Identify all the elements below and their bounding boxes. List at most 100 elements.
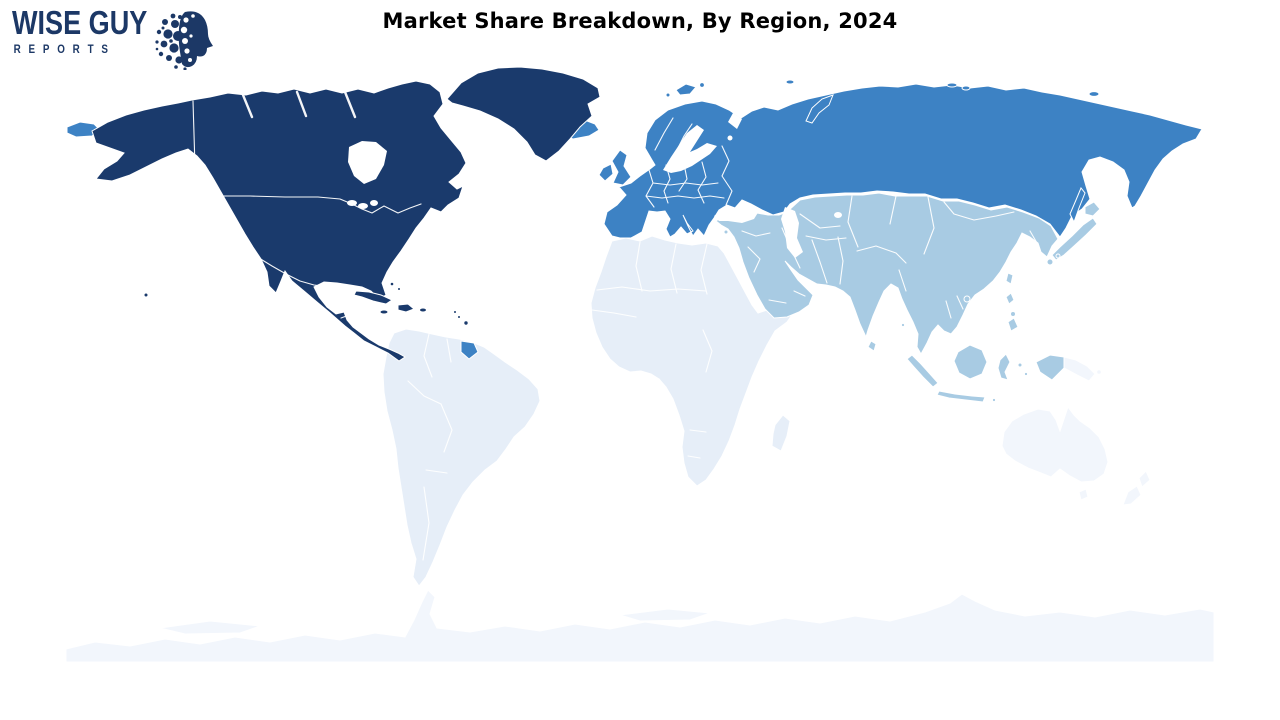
jamaica [379, 309, 389, 315]
border-egypt-sudan [700, 243, 708, 295]
border-afghanistan [811, 239, 828, 284]
border-alaska-canada [192, 100, 196, 168]
sumatra [906, 354, 939, 388]
arctic-channel-3 [343, 90, 357, 119]
hainan [963, 295, 971, 303]
japan-kyushu [1046, 258, 1054, 266]
borders-europe-1 [645, 169, 655, 208]
borders-europe-3 [678, 163, 688, 192]
wrangel-island [1088, 91, 1100, 97]
logo-wordmark: WISE GUY [12, 4, 148, 41]
ireland [598, 163, 614, 182]
border-sweden-finland [675, 123, 693, 153]
border-us-mexico [258, 257, 331, 288]
svalbard-islet-2 [665, 92, 671, 98]
new-zealand-south [1122, 485, 1142, 506]
logo-subtext: REPORTS [13, 41, 116, 56]
lesser-antilles-1 [453, 310, 457, 314]
sea-overlays [347, 113, 842, 258]
trinidad [463, 320, 469, 326]
lake-ladoga [727, 135, 733, 141]
region-oceania [1001, 356, 1151, 506]
border-iran-east [781, 227, 801, 269]
sakhalin [1069, 187, 1086, 224]
border-libya-egypt [670, 243, 678, 294]
borders-europe-6 [645, 195, 725, 199]
lombok-islands [991, 397, 997, 403]
border-algeria-libya [635, 241, 643, 292]
new-siberian-islands-2 [961, 85, 971, 91]
sulawesi [997, 353, 1011, 381]
new-guinea-west [1035, 354, 1065, 381]
great-lake-3 [370, 200, 378, 206]
antarctica-ice-shelf [159, 620, 261, 635]
taiwan [1005, 272, 1014, 285]
chart-title: Market Share Breakdown, By Region, 2024 [382, 9, 898, 33]
border-pakistan-india [837, 236, 844, 285]
border-norway-sweden [654, 117, 674, 151]
japan-honshu [1051, 217, 1098, 261]
antarctica [65, 589, 1215, 663]
novaya-zemlya [805, 94, 834, 124]
java [936, 390, 986, 403]
puerto-rico [419, 307, 427, 313]
asia-mainland [715, 192, 1059, 356]
region-asia-pacific [715, 192, 1101, 403]
philippines-mindanao [1007, 317, 1019, 332]
united-kingdom [611, 149, 632, 186]
europe-russia-mainland [603, 83, 1203, 239]
new-zealand-north [1138, 470, 1151, 488]
greenland [446, 66, 601, 162]
franz-josef-land [785, 79, 795, 85]
border-mongolia-south [943, 201, 1015, 221]
border-chile-argentina [422, 486, 430, 561]
border-indochina-2 [956, 295, 964, 310]
border-russia-west [721, 145, 733, 206]
sri-lanka [867, 340, 877, 352]
moluccas-1 [1017, 362, 1023, 368]
white-sea [728, 113, 742, 129]
region-antarctica [65, 589, 1215, 663]
moluccas-2 [1023, 371, 1029, 377]
africa [590, 235, 795, 487]
border-turkey-iraq [741, 230, 771, 237]
svalbard-islet-1 [699, 82, 705, 88]
papua-new-guinea [1063, 356, 1096, 382]
borders-central-asia-1 [799, 213, 841, 229]
region-south-america-africa [382, 235, 795, 587]
country-borders [192, 90, 1038, 561]
andaman-islands [900, 322, 906, 328]
border-argentina-north [425, 469, 448, 474]
antarctica-ice-shelf-2 [619, 608, 711, 622]
bahamas-2 [397, 287, 401, 291]
wiseguy-head-icon [155, 11, 214, 70]
border-central-america [340, 313, 353, 319]
border-us-canada [215, 195, 422, 214]
border-kazakh-china [847, 195, 859, 248]
great-lake-1 [347, 200, 357, 206]
borders-west-africa [591, 309, 637, 318]
borders-southern-africa-2 [687, 455, 701, 459]
new-britain-island [1096, 369, 1102, 375]
new-siberian-islands-1 [946, 82, 958, 88]
borders-congo [658, 378, 670, 412]
border-saudi-yemen [768, 299, 787, 304]
hudson-bay [348, 141, 387, 184]
south-america [382, 328, 541, 587]
aral-sea [834, 212, 842, 218]
border-china-west [923, 196, 935, 255]
caspian-sea [781, 207, 803, 258]
hispaniola [397, 303, 415, 313]
philippines-luzon [1005, 292, 1015, 305]
borders-africa-sahel [596, 286, 707, 292]
arctic-channel-2 [295, 90, 308, 118]
border-mongolia-west [889, 195, 897, 225]
arctic-channel-1 [241, 93, 254, 119]
great-lake-2 [358, 203, 368, 209]
japan-hokkaido [1084, 201, 1101, 217]
black-sea [714, 205, 759, 223]
borders-europe-4 [697, 161, 707, 204]
borders-southern-africa-1 [689, 429, 707, 433]
